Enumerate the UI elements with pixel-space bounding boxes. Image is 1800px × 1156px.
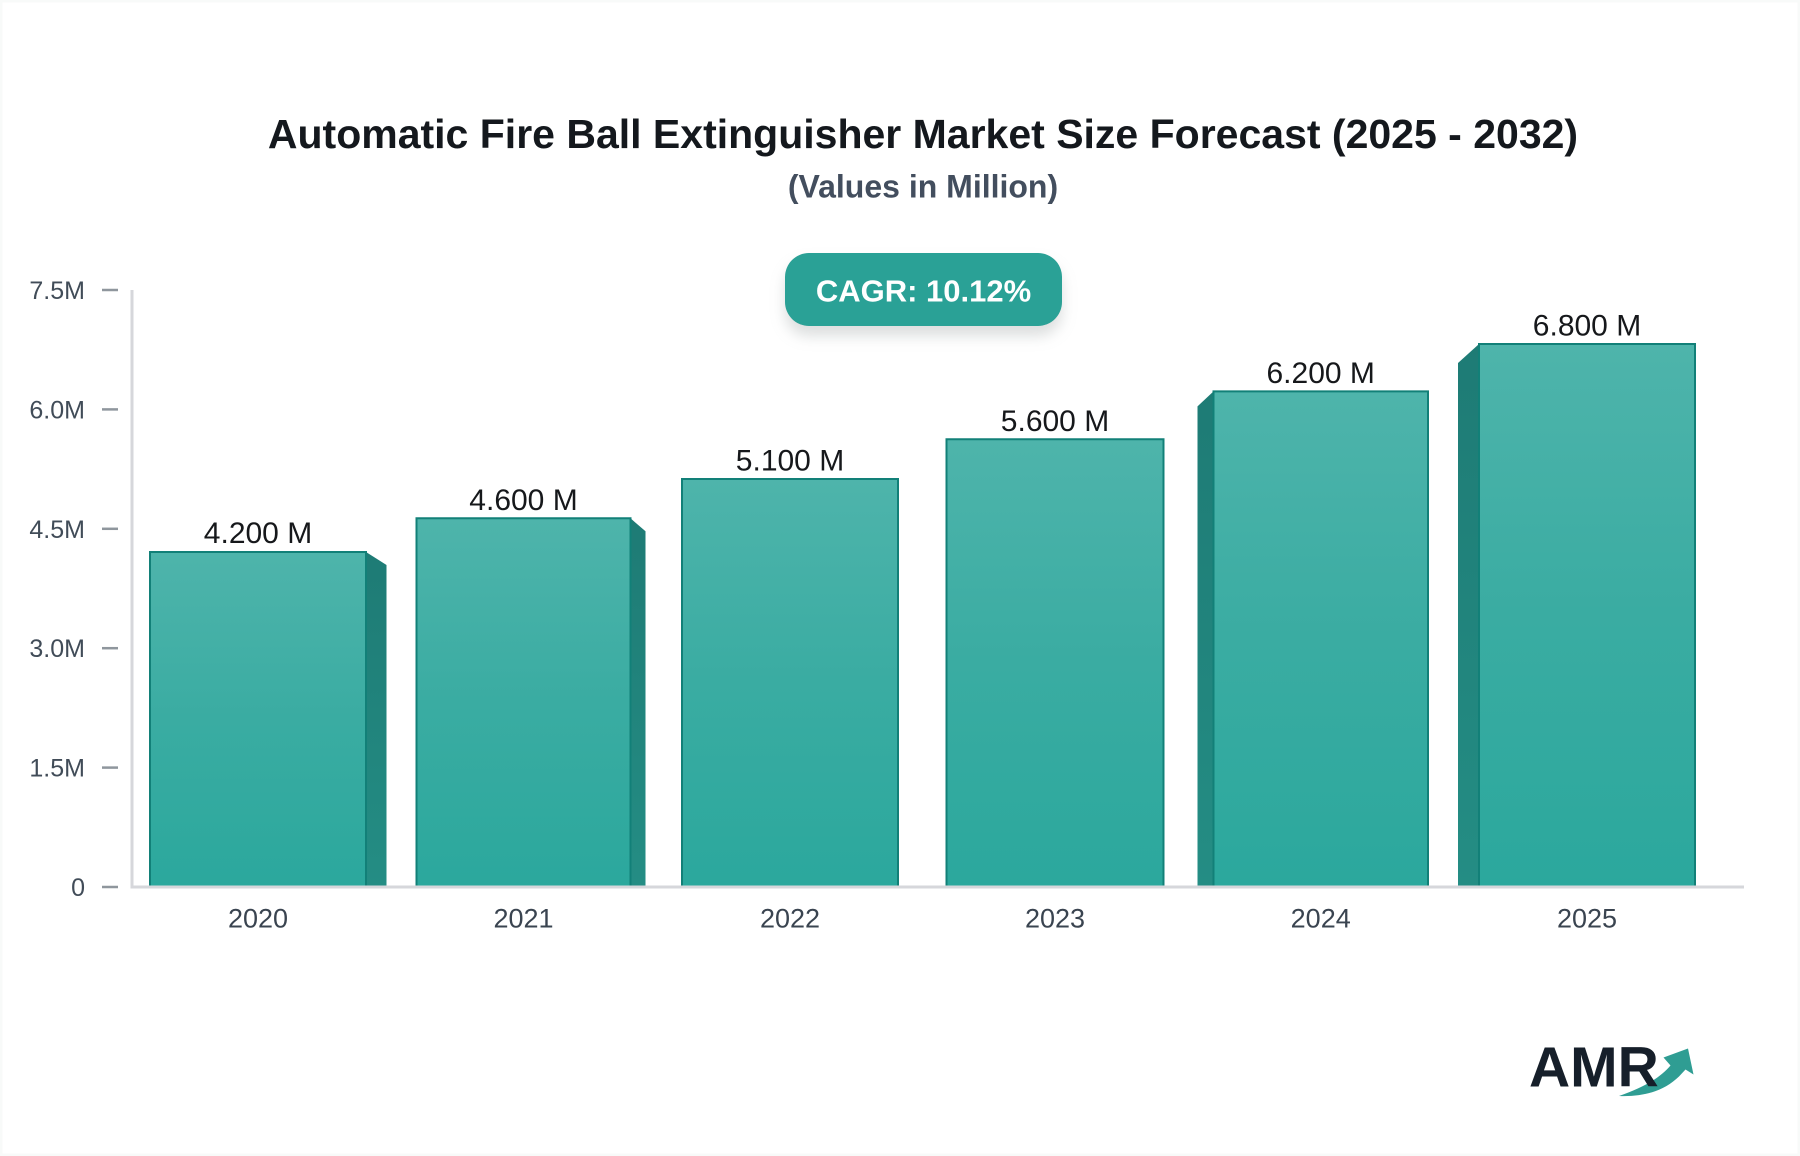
svg-text:2020: 2020 bbox=[228, 904, 288, 934]
svg-text:3.0M: 3.0M bbox=[29, 635, 85, 663]
svg-text:5.600 M: 5.600 M bbox=[1001, 405, 1109, 438]
svg-text:4.5M: 4.5M bbox=[29, 516, 85, 544]
svg-text:6.0M: 6.0M bbox=[29, 396, 85, 424]
svg-text:AMR: AMR bbox=[1529, 1035, 1659, 1099]
svg-text:6.200 M: 6.200 M bbox=[1266, 357, 1374, 390]
svg-text:2022: 2022 bbox=[760, 904, 820, 934]
svg-text:4.200 M: 4.200 M bbox=[204, 517, 312, 550]
svg-text:5.100 M: 5.100 M bbox=[736, 445, 844, 478]
svg-text:1.5M: 1.5M bbox=[29, 755, 85, 783]
svg-text:2025: 2025 bbox=[1557, 904, 1617, 934]
svg-text:2024: 2024 bbox=[1291, 904, 1351, 934]
svg-text:2023: 2023 bbox=[1025, 904, 1085, 934]
svg-text:7.5M: 7.5M bbox=[29, 277, 85, 305]
svg-text:Automatic Fire Ball Extinguish: Automatic Fire Ball Extinguisher Market … bbox=[268, 111, 1578, 157]
svg-text:CAGR: 10.12%: CAGR: 10.12% bbox=[816, 274, 1031, 309]
svg-text:6.800 M: 6.800 M bbox=[1533, 310, 1641, 343]
svg-text:2021: 2021 bbox=[493, 904, 553, 934]
svg-text:4.600 M: 4.600 M bbox=[469, 484, 577, 517]
svg-text:0: 0 bbox=[71, 874, 85, 902]
svg-text:(Values in Million): (Values in Million) bbox=[788, 169, 1058, 205]
